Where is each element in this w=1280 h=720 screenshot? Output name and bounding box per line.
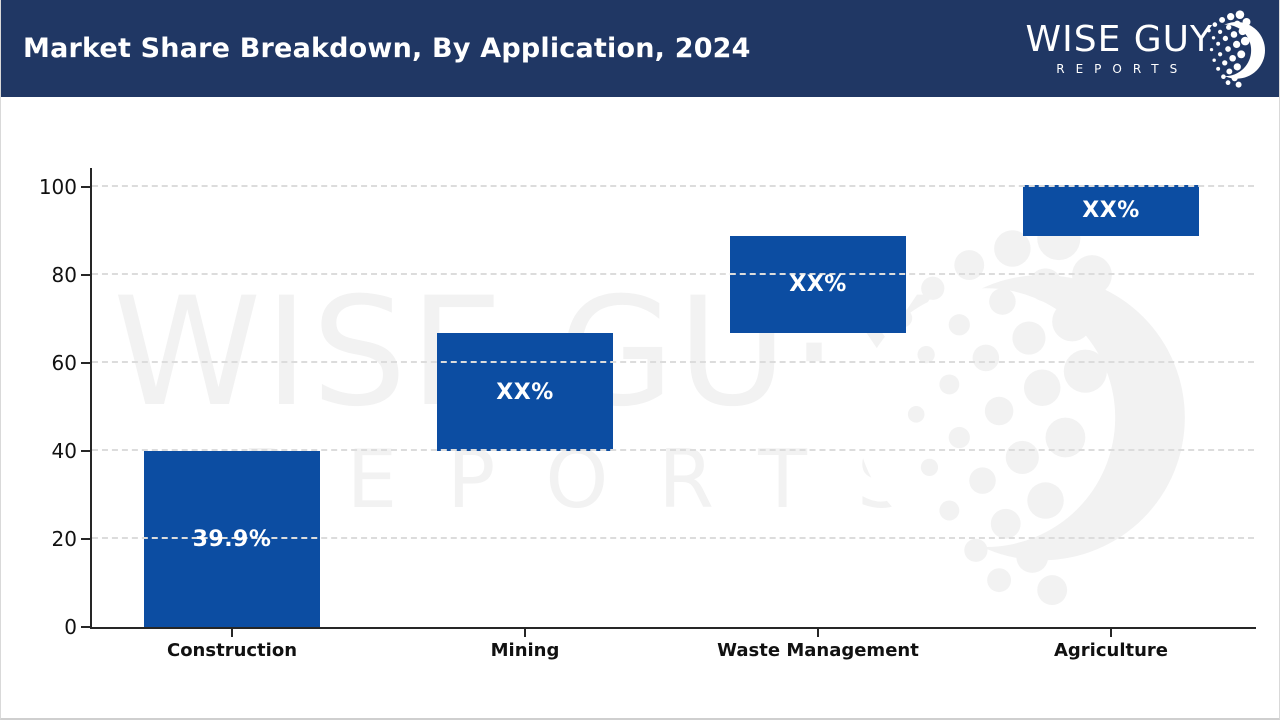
watermark-subtitle: REPORTS xyxy=(241,433,958,526)
logo-subtitle: REPORTS xyxy=(1056,61,1189,76)
y-gridline xyxy=(92,361,1254,363)
x-axis-category-label: Construction xyxy=(166,640,298,661)
y-axis-tick xyxy=(81,626,90,628)
logo-text: WISE GUY REPORTS xyxy=(1025,18,1214,76)
y-axis-tick xyxy=(81,450,90,452)
chart-title: Market Share Breakdown, By Application, … xyxy=(23,33,751,64)
bar-waste-management xyxy=(730,235,906,333)
x-axis-tick xyxy=(231,629,233,637)
x-axis-tick xyxy=(1110,629,1112,637)
y-axis-tick-label: 40 xyxy=(51,439,77,463)
x-axis-line xyxy=(90,627,1256,629)
bar-agriculture xyxy=(1023,184,1199,236)
y-axis-tick-label: 100 xyxy=(38,175,77,199)
bar-mining xyxy=(437,332,613,452)
x-axis-category-label: Agriculture xyxy=(1053,640,1169,661)
x-axis-tick xyxy=(524,629,526,637)
y-axis-tick xyxy=(81,274,90,276)
y-gridline xyxy=(92,273,1254,275)
y-axis-tick-label: 60 xyxy=(51,351,77,375)
y-axis-tick xyxy=(81,538,90,540)
y-axis-line xyxy=(90,168,92,629)
logo-head-icon xyxy=(1199,9,1265,88)
x-axis-tick xyxy=(817,629,819,637)
wise-guy-reports-logo: WISE GUY REPORTS xyxy=(1025,8,1265,90)
y-axis-tick-label: 20 xyxy=(51,527,77,551)
x-axis-category-label: Waste Management xyxy=(717,640,919,661)
y-gridline xyxy=(92,185,1254,187)
bar-construction xyxy=(144,451,320,627)
y-axis-tick xyxy=(81,186,90,188)
y-axis-tick-label: 0 xyxy=(64,615,77,639)
y-gridline xyxy=(92,449,1254,451)
y-gridline xyxy=(92,537,1254,539)
y-axis-tick xyxy=(81,362,90,364)
logo-wordmark: WISE GUY xyxy=(1025,18,1213,60)
x-axis-category-label: Mining xyxy=(490,640,560,661)
watermark-head-icon xyxy=(856,216,1185,606)
header-bar: Market Share Breakdown, By Application, … xyxy=(1,0,1279,97)
y-axis-tick-label: 80 xyxy=(51,263,77,287)
